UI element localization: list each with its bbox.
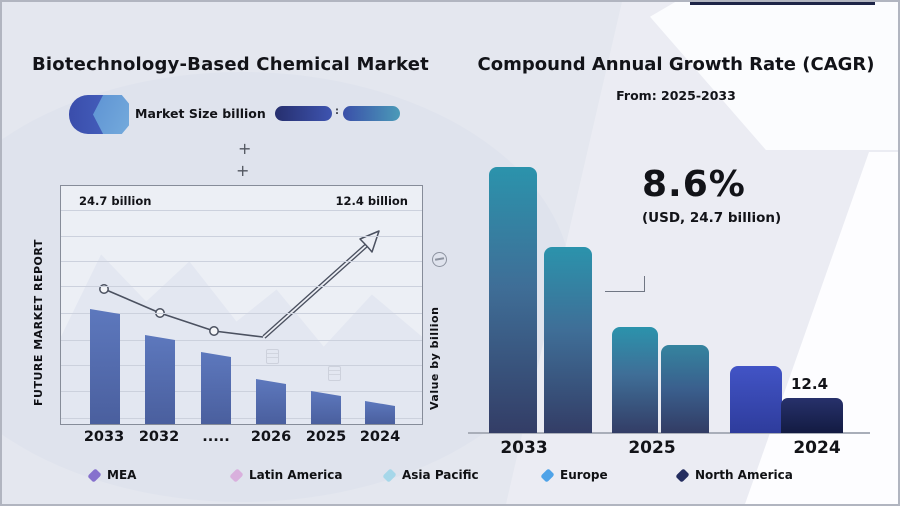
market-size-bar-2033 — [90, 309, 120, 424]
legend-diamond-icon — [87, 467, 102, 483]
gridline — [61, 236, 422, 237]
gridline — [61, 210, 422, 211]
circle-minus-icon — [432, 252, 447, 267]
gridline — [61, 418, 422, 419]
legend-label: Europe — [560, 468, 608, 482]
gridline — [61, 313, 422, 314]
legend-diamond-icon — [675, 467, 690, 483]
document-icon — [266, 349, 279, 364]
x-axis-label: 2033 — [500, 438, 548, 458]
ratio-colon: : — [335, 106, 339, 117]
legend-item-latin-america: Latin America — [229, 467, 343, 483]
legend-label: Asia Pacific — [402, 468, 479, 482]
value-label-2033: 24.7 billion — [79, 194, 152, 208]
trend-line-and-arrow — [99, 230, 380, 339]
legend-item-europe: Europe — [540, 467, 608, 483]
legend-item-mea: MEA — [87, 467, 137, 483]
left-chart-title: Biotechnology-Based Chemical Market — [32, 54, 429, 75]
legend-item-north-america: North America — [675, 467, 793, 483]
legend-diamond-icon — [540, 467, 555, 483]
x-axis-label: 2032 — [138, 429, 180, 445]
document-icon — [328, 366, 341, 381]
cagr-bar-2025-secondary — [661, 345, 709, 433]
ratio-pill-right — [343, 106, 400, 121]
left-x-axis-labels: 2033 2032..... 2026 2025 2024 — [60, 429, 423, 447]
cagr-detail: (USD, 24.7 billion) — [642, 210, 782, 226]
x-axis-label: ..... — [202, 429, 230, 445]
value-label-2024: 12.4 billion — [335, 194, 408, 208]
gridline — [61, 340, 422, 341]
market-size-bar-2032 — [145, 335, 175, 424]
step-bracket-decoration — [605, 276, 645, 292]
left-chart-panel: 24.7 billion 12.4 billion — [60, 185, 423, 425]
right-chart-baseline — [468, 432, 870, 434]
cagr-value: 8.6% — [642, 164, 746, 205]
legend-diamond-icon — [229, 467, 244, 483]
gridline — [61, 391, 422, 392]
legend-label: Latin America — [249, 468, 343, 482]
cagr-bar-2033-primary — [489, 167, 537, 433]
cagr-bar-2025-primary — [612, 327, 658, 433]
bar-annotation-2024: 12.4 — [791, 375, 829, 393]
legend-item-asia-pacific: Asia Pacific — [382, 467, 479, 483]
x-axis-label: 2026 — [250, 429, 292, 445]
cagr-bar-2024-secondary — [781, 398, 843, 433]
cagr-bar-2024-primary — [730, 366, 782, 433]
x-axis-label: 2024 — [359, 429, 401, 445]
market-size-label: Market Size billion — [135, 106, 266, 121]
right-chart-title: Compound Annual Growth Rate (CAGR) — [477, 54, 875, 75]
right-chart-subtitle: From: 2025-2033 — [616, 88, 736, 103]
gridline — [61, 286, 422, 287]
legend-label: North America — [695, 468, 793, 482]
cylinder-icon — [69, 95, 129, 134]
market-size-bar-2025 — [311, 391, 341, 424]
ratio-pill-left — [275, 106, 332, 121]
market-size-bar-2024 — [365, 401, 395, 424]
legend-label: MEA — [107, 468, 137, 482]
plus-mark-icon: + — [236, 161, 250, 180]
legend-diamond-icon — [382, 467, 397, 483]
market-size-bar-..... — [201, 352, 231, 424]
gridline — [61, 261, 422, 262]
legend: MEA Latin America Asia Pacific Europe North … — [2, 466, 898, 496]
x-axis-label: 2033 — [83, 429, 125, 445]
gridline — [61, 365, 422, 366]
x-axis-label: 2025 — [628, 438, 676, 458]
market-size-bar-2026 — [256, 379, 286, 424]
x-axis-label: 2024 — [793, 438, 841, 458]
cagr-bar-2033-secondary — [544, 247, 592, 433]
x-axis-label: 2025 — [305, 429, 347, 445]
plus-mark-icon: + — [238, 139, 252, 158]
